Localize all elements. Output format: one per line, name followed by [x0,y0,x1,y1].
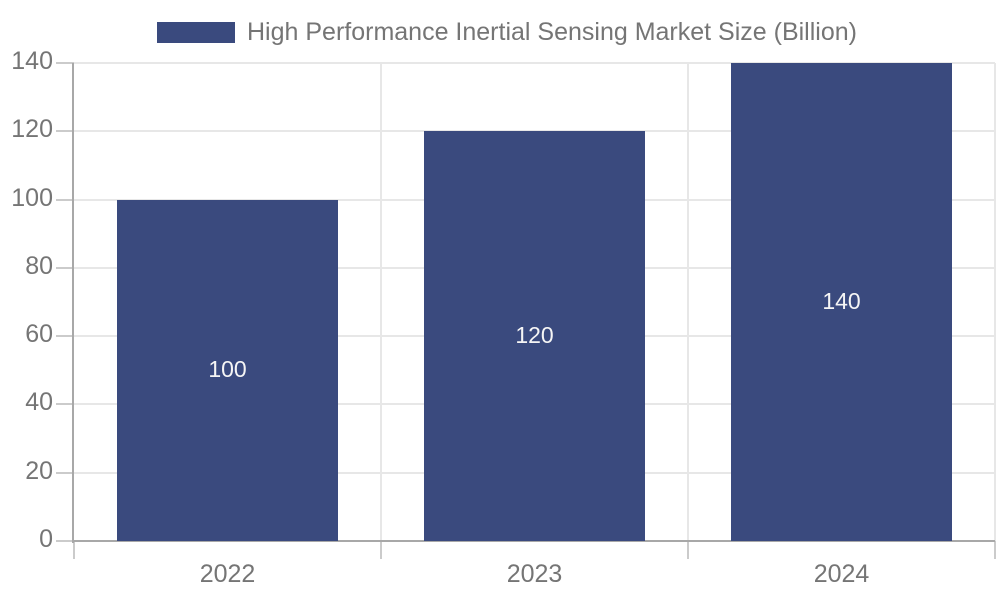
x-axis-tick [994,541,996,559]
legend-swatch [157,21,235,43]
bar-value-label: 100 [208,356,247,383]
y-tick-label: 60 [25,320,53,349]
gridline-horizontal [74,62,995,64]
y-tick-label: 100 [11,183,53,212]
y-axis-tick [56,403,74,406]
y-tick-label: 140 [11,47,53,75]
y-tick-label: 20 [25,456,53,485]
bar[interactable]: 120 [424,131,645,541]
y-tick-label: 120 [11,115,53,144]
y-axis-tick [56,130,74,133]
bar-value-label: 140 [822,288,861,314]
x-axis-tick [380,541,382,559]
gridline-vertical [994,63,996,541]
y-axis-tick [56,471,74,474]
x-axis-tick [73,541,75,559]
gridline-vertical [380,63,382,541]
y-axis-tick [56,540,74,542]
bar[interactable]: 100 [117,199,338,541]
y-axis-line [72,63,74,543]
x-tick-label: 2023 [506,560,563,588]
legend-label: High Performance Inertial Sensing Market… [247,17,857,46]
y-axis-tick [56,62,74,64]
y-axis-tick [56,266,74,269]
y-tick-label: 40 [25,388,53,417]
y-axis-tick [56,198,74,201]
y-axis-tick [56,335,74,338]
legend[interactable]: High Performance Inertial Sensing Market… [157,18,857,46]
x-axis-line [72,540,995,542]
x-tick-label: 2024 [813,560,870,588]
x-axis-tick [687,541,689,559]
x-tick-label: 2022 [199,560,256,588]
y-tick-label: 80 [25,251,53,280]
bar-value-label: 120 [515,322,554,349]
y-tick-label: 0 [39,525,53,553]
bar[interactable]: 140 [731,63,952,541]
gridline-vertical [687,63,689,541]
